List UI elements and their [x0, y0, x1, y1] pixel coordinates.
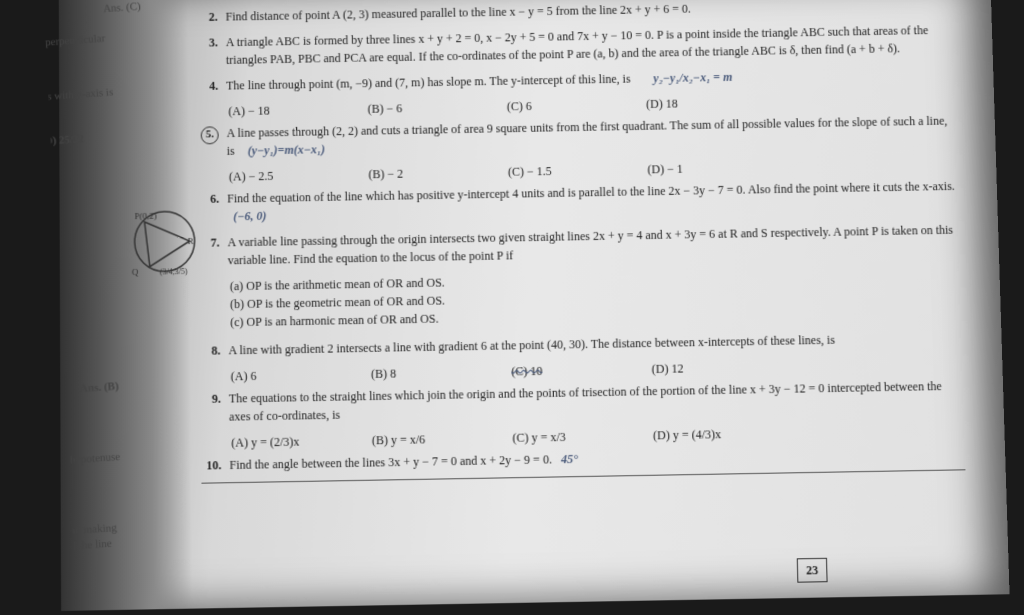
triangle-diagram: P(0,2) R Q (3/4,3/5) [129, 206, 199, 277]
q4-optC: (C) 6 [507, 96, 587, 115]
question-9: 9. The equations to the straight lines w… [201, 377, 964, 427]
page-number: 23 [797, 558, 828, 583]
qnum-2: 2. [198, 8, 226, 26]
q9-optB: (B) y = x/6 [372, 430, 453, 450]
question-8: 8. A line with gradient 2 intersects a l… [200, 329, 961, 360]
q8-optC: (C) 10 [511, 361, 592, 380]
frag-perp: which is perpendicular [43, 31, 106, 54]
frag-ans-c: Ans. (C) [103, 0, 141, 17]
qtext-9: The equations to the straight lines whic… [229, 377, 964, 426]
q5-optD: (D) − 1 [647, 159, 727, 178]
qtext-3: A triangle ABC is formed by three lines … [226, 21, 953, 69]
q8-optA: (A) 6 [231, 366, 311, 385]
q8-optD: (D) 12 [651, 359, 732, 378]
q5-optC: (C) − 1.5 [508, 162, 588, 181]
qtext-2: Find distance of point A (2, 3) measured… [226, 0, 952, 26]
qtext-5: A line passes through (2, 2) and cuts a … [227, 112, 956, 160]
question-4: 4. The line through point (m, −9) and (7… [198, 64, 954, 95]
qnum-3: 3. [198, 33, 226, 69]
q5-handwriting: (y−y₁)=m(x−x₁) [248, 142, 326, 157]
qtext-6: Find the equation of the line which has … [227, 177, 958, 225]
question-6: 6. Find the equation of the line which h… [199, 177, 958, 226]
frag-ans-b: Ans. (B) [80, 378, 120, 397]
svg-text:P(0,2): P(0,2) [134, 211, 156, 221]
textbook-page: Ans. (C) which is perpendicular hese lin… [59, 0, 1010, 611]
qtext-8: A line with gradient 2 intersects a line… [228, 329, 961, 360]
question-3: 3. A triangle ABC is formed by three lin… [198, 21, 953, 70]
q6-handwriting: (−6, 0) [233, 209, 266, 224]
frag-hypo: whose hypotenuse [43, 449, 121, 471]
q8-optB: (B) 8 [371, 363, 451, 382]
qnum-5: 5. [199, 124, 227, 160]
q9-optA: (A) y = (2/3)x [231, 432, 312, 452]
qnum-4: 4. [198, 77, 226, 95]
question-7: 7. A variable line passing through the o… [200, 221, 960, 270]
q4-optB: (B) − 6 [368, 99, 448, 118]
frag-d2532: (D) 25/32 [43, 131, 85, 150]
q10-line: Find the angle between the lines 3x + y … [229, 452, 552, 472]
q4-optA: (A) − 18 [228, 101, 308, 120]
q9-optD: (D) y = (4/3)x [653, 425, 734, 445]
q5-optA: (A) − 2.5 [229, 166, 309, 185]
q4-line: The line through point (m, −9) and (7, m… [226, 72, 631, 93]
frag-lines: hese lines with y-axis is [43, 84, 114, 108]
q5-line: A line passes through (2, 2) and cuts a … [227, 114, 948, 158]
q4-optD: (D) 18 [646, 94, 726, 113]
frag-pe: pe of the line [53, 536, 112, 557]
qtext-4: The line through point (m, −9) and (7, m… [226, 64, 954, 94]
svg-text:R: R [188, 236, 194, 246]
q10-handwriting: 45° [561, 452, 578, 466]
svg-text:Q: Q [132, 267, 139, 277]
q9-optC: (C) y = x/3 [512, 427, 593, 447]
svg-text:(3/4,3/5): (3/4,3/5) [160, 267, 188, 277]
q5-optB: (B) − 2 [368, 164, 448, 183]
question-5: 5. A line passes through (2, 2) and cuts… [199, 112, 956, 161]
qtext-7: A variable line passing through the orig… [227, 221, 959, 270]
q4-handwriting: y₂−y₁/x₂−x₁ = m [653, 70, 732, 85]
